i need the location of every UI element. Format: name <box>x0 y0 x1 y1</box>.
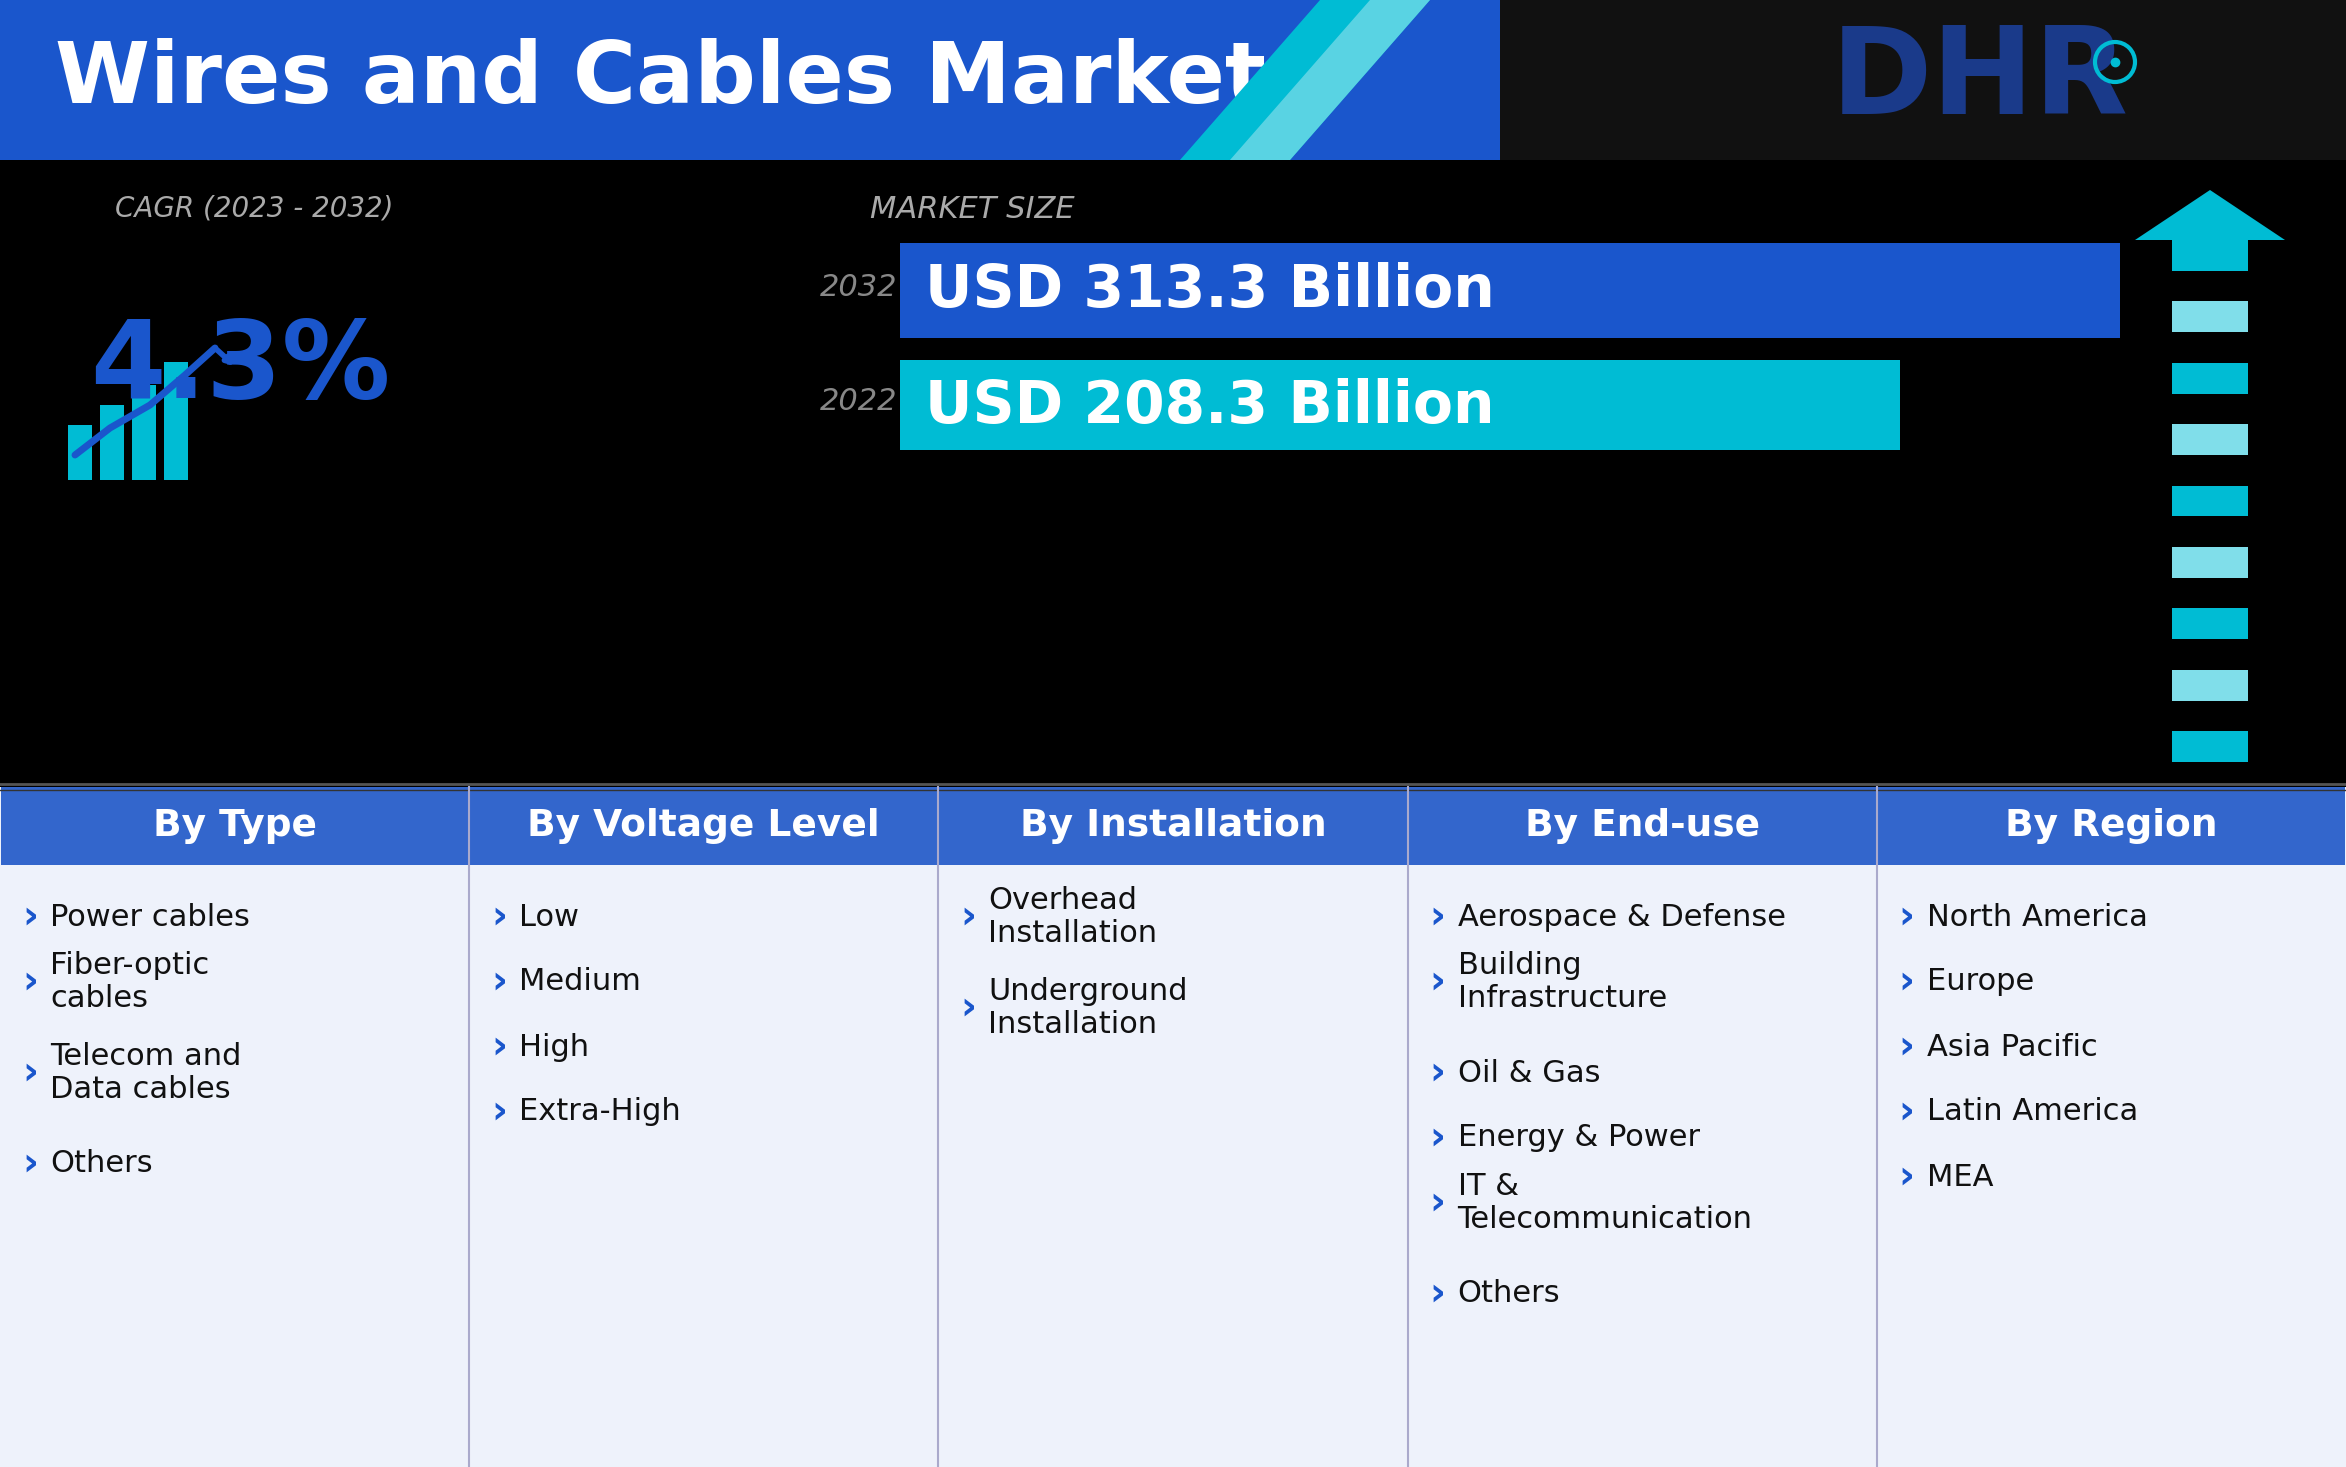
Text: Telecom and
Data cables: Telecom and Data cables <box>49 1042 242 1105</box>
Text: Latin America: Latin America <box>1926 1097 2137 1127</box>
Text: ›: › <box>960 898 976 936</box>
Text: ›: › <box>1429 898 1445 936</box>
Text: Aerospace & Defense: Aerospace & Defense <box>1457 902 1785 932</box>
Text: 2022: 2022 <box>821 387 899 417</box>
Text: ›: › <box>490 1093 507 1131</box>
Bar <box>2172 241 2247 271</box>
Text: ›: › <box>960 989 976 1027</box>
Bar <box>164 362 188 480</box>
Text: Oil & Gas: Oil & Gas <box>1457 1059 1600 1087</box>
Text: ›: › <box>490 898 507 936</box>
Text: Medium: Medium <box>518 968 640 996</box>
Text: Wires and Cables Market: Wires and Cables Market <box>54 38 1267 122</box>
Text: CAGR (2023 - 2032): CAGR (2023 - 2032) <box>115 195 394 223</box>
Text: ›: › <box>21 1146 38 1182</box>
Text: ›: › <box>1898 1093 1914 1131</box>
Polygon shape <box>2135 191 2285 241</box>
Text: ›: › <box>1898 898 1914 936</box>
Text: North America: North America <box>1926 902 2147 932</box>
Text: ›: › <box>1429 1275 1445 1313</box>
Text: MARKET SIZE: MARKET SIZE <box>870 195 1074 224</box>
Bar <box>2172 609 2247 640</box>
Text: 4.3%: 4.3% <box>89 315 389 421</box>
Text: ›: › <box>1429 1119 1445 1157</box>
Bar <box>2172 731 2247 761</box>
Bar <box>101 405 124 480</box>
Text: Energy & Power: Energy & Power <box>1457 1124 1701 1153</box>
Text: USD 313.3 Billion: USD 313.3 Billion <box>924 261 1494 318</box>
Text: Asia Pacific: Asia Pacific <box>1926 1033 2097 1062</box>
Bar <box>1408 786 1877 866</box>
Text: By Type: By Type <box>152 808 317 844</box>
Text: 2032: 2032 <box>821 273 899 302</box>
Text: Europe: Europe <box>1926 968 2034 996</box>
Text: ›: › <box>490 962 507 1000</box>
Text: ›: › <box>21 898 38 936</box>
Bar <box>938 786 1408 866</box>
Text: By Installation: By Installation <box>1021 808 1325 844</box>
Bar <box>0 786 2346 1467</box>
Text: By Voltage Level: By Voltage Level <box>528 808 880 844</box>
Text: Extra-High: Extra-High <box>518 1097 680 1127</box>
Bar <box>0 786 469 866</box>
Bar <box>68 425 91 480</box>
Bar <box>0 0 2346 160</box>
Text: USD 208.3 Billion: USD 208.3 Billion <box>924 377 1494 434</box>
Bar <box>131 384 155 480</box>
Text: Fiber-optic
cables: Fiber-optic cables <box>49 951 209 1014</box>
Bar <box>1499 0 2346 160</box>
Text: Others: Others <box>1457 1279 1560 1309</box>
Text: ›: › <box>21 1053 38 1091</box>
Text: ›: › <box>1898 962 1914 1000</box>
Bar <box>469 786 938 866</box>
Text: ›: › <box>1898 1028 1914 1067</box>
Bar <box>2172 670 2247 701</box>
Text: ›: › <box>1898 1157 1914 1196</box>
Polygon shape <box>1180 0 1431 160</box>
Text: ›: › <box>1429 1053 1445 1091</box>
Text: Underground
Installation: Underground Installation <box>988 977 1187 1039</box>
Text: Others: Others <box>49 1150 152 1178</box>
Text: Low: Low <box>518 902 579 932</box>
Bar <box>1877 786 2346 866</box>
Text: ›: › <box>490 1028 507 1067</box>
Text: By Region: By Region <box>2006 808 2217 844</box>
Bar <box>901 359 1900 450</box>
Text: MEA: MEA <box>1926 1162 1994 1191</box>
Bar <box>901 244 2121 337</box>
Bar <box>2172 301 2247 332</box>
Text: ›: › <box>21 962 38 1000</box>
Text: Overhead
Installation: Overhead Installation <box>988 886 1157 948</box>
Text: DHR: DHR <box>1830 22 2130 138</box>
Bar <box>2172 424 2247 455</box>
Bar <box>2172 362 2247 393</box>
Text: By End-use: By End-use <box>1525 808 1760 844</box>
Text: IT &
Telecommunication: IT & Telecommunication <box>1457 1172 1752 1234</box>
Bar <box>2172 547 2247 578</box>
Text: ›: › <box>1429 962 1445 1000</box>
Bar <box>2172 486 2247 516</box>
Text: Building
Infrastructure: Building Infrastructure <box>1457 951 1668 1014</box>
Polygon shape <box>1229 0 1431 160</box>
Text: ›: › <box>1429 1184 1445 1222</box>
Text: Power cables: Power cables <box>49 902 251 932</box>
Text: High: High <box>518 1033 589 1062</box>
